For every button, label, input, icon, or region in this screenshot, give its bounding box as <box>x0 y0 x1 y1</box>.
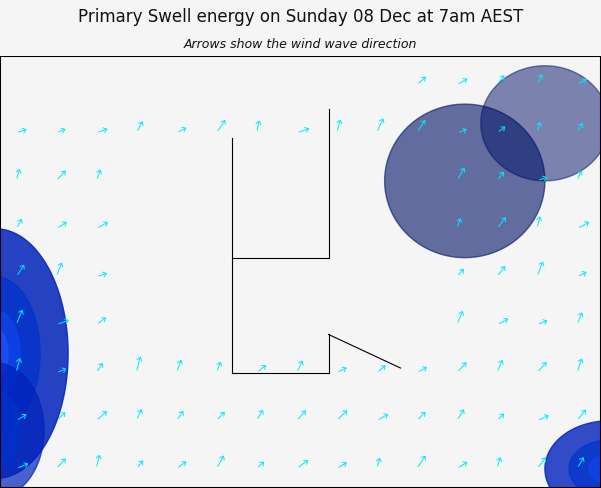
Polygon shape <box>385 104 545 258</box>
Polygon shape <box>0 277 40 430</box>
Text: Arrows show the wind wave direction: Arrows show the wind wave direction <box>184 39 417 51</box>
Polygon shape <box>0 310 20 397</box>
Polygon shape <box>0 392 20 469</box>
Polygon shape <box>0 363 44 488</box>
Polygon shape <box>481 66 601 181</box>
Text: Primary Swell energy on Sunday 08 Dec at 7am AEST: Primary Swell energy on Sunday 08 Dec at… <box>78 8 523 26</box>
Polygon shape <box>589 454 601 483</box>
Polygon shape <box>0 229 68 478</box>
Polygon shape <box>569 440 601 488</box>
Polygon shape <box>0 330 8 378</box>
Polygon shape <box>545 421 601 488</box>
